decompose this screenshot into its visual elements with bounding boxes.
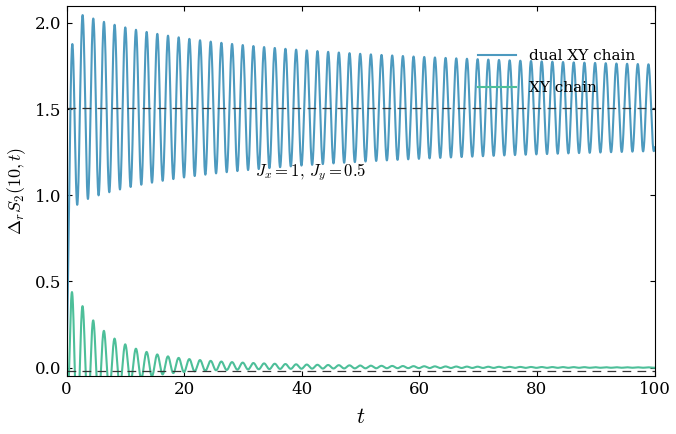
dual XY chain (150, 140, 158, 145)
XY chain (63, 382, 71, 388)
X-axis label: $t$: $t$ (356, 407, 365, 428)
dual XY chain (420, 55, 428, 60)
Y-axis label: $\Delta_r S_2(10,t)$: $\Delta_r S_2(10,t)$ (5, 147, 28, 235)
Line: XY chain: XY chain (66, 292, 654, 385)
XY chain (364, 365, 372, 370)
dual XY chain (93, 177, 101, 182)
XY chain (62, 365, 70, 370)
dual XY chain (364, 123, 372, 128)
XY chain (650, 365, 658, 370)
dual XY chain (372, 158, 380, 163)
XY chain (68, 289, 76, 295)
dual XY chain (78, 13, 87, 18)
XY chain (93, 382, 101, 388)
Legend: dual XY chain, XY chain: dual XY chain, XY chain (472, 43, 641, 102)
XY chain (150, 367, 158, 372)
Line: dual XY chain: dual XY chain (66, 15, 654, 368)
dual XY chain (62, 365, 70, 370)
Text: $J_x = 1,\, J_y = 0.5$: $J_x = 1,\, J_y = 0.5$ (255, 161, 366, 183)
dual XY chain (650, 145, 658, 150)
XY chain (420, 364, 428, 369)
XY chain (215, 363, 223, 368)
XY chain (372, 366, 380, 371)
dual XY chain (215, 105, 223, 110)
